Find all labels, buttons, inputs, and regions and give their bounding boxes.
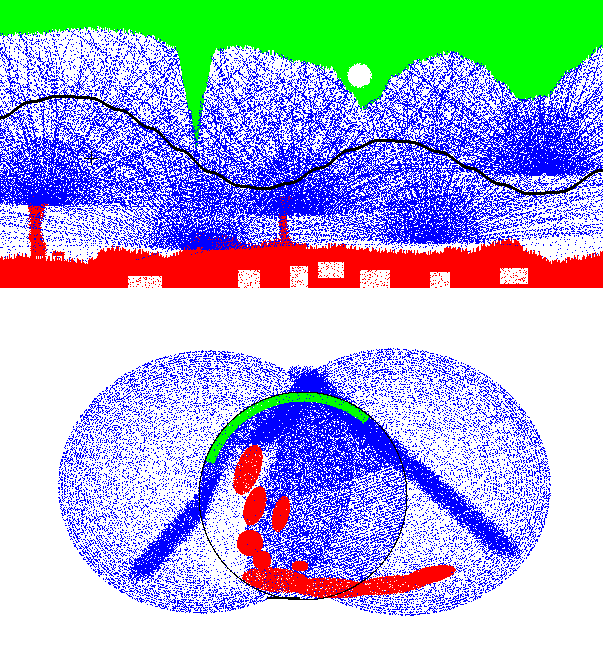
top-panel-unrolled-map [0, 0, 603, 292]
figure-footer-margin [0, 630, 603, 645]
bottom-panel-sphere-view [0, 330, 603, 630]
top-panel-canvas [0, 0, 603, 292]
bottom-panel-canvas [0, 330, 603, 630]
panel-divider-gap [0, 292, 603, 330]
